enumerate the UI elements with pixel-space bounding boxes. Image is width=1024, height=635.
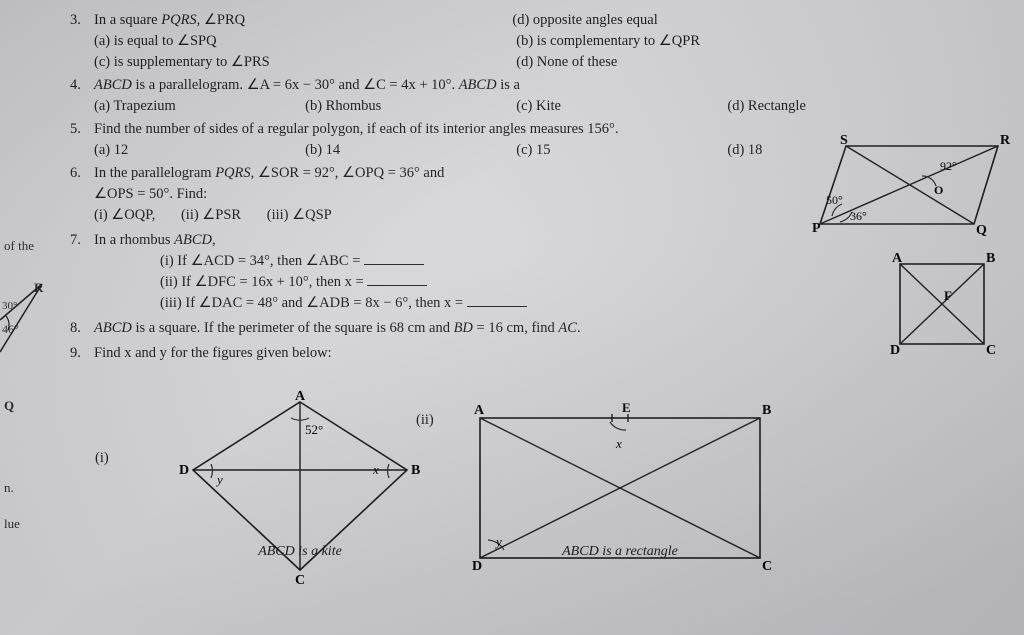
kite-52: 52°	[305, 422, 323, 437]
rect-C: C	[762, 559, 772, 574]
rect-y: y	[494, 534, 502, 549]
kite-C: C	[295, 573, 305, 588]
q6-a: In the parallelogram	[94, 165, 215, 181]
figure-rectangle: (ii) A B C D E x y	[460, 398, 780, 583]
q3-opt-a: (a) is equal to ∠SPQ	[94, 31, 516, 52]
sq-B: B	[986, 251, 995, 266]
rect-x: x	[615, 436, 622, 451]
q8-f: .	[577, 320, 581, 336]
lbl-O: O	[934, 183, 943, 197]
kite-A: A	[295, 389, 306, 404]
figure-pqrs: S R P Q O 92° 50° 36°	[812, 132, 1012, 247]
kite-D: D	[179, 463, 189, 478]
q4-a: ABCD	[94, 77, 132, 93]
q5-num: 5.	[70, 119, 94, 140]
sq-D: D	[890, 343, 900, 358]
lbl-Q: Q	[976, 223, 987, 238]
q7-iii-text: (iii) If ∠DAC = 48° and ∠ADB = 8x − 6°, …	[160, 295, 467, 311]
kite-x: x	[372, 462, 379, 477]
kite-y: y	[215, 472, 223, 487]
blank-2	[367, 285, 427, 286]
q3-opt-b: (b) is complementary to ∠QPR	[516, 31, 938, 52]
q4-opt-d: (d) Rectangle	[727, 96, 938, 117]
frag-Q: Q	[4, 398, 14, 414]
q6-b: PQRS	[215, 165, 250, 181]
q9-ii-label: (ii)	[416, 412, 434, 429]
q7-ii-text: (ii) If ∠DFC = 16x + 10°, then x =	[160, 274, 367, 290]
q3-stem-b: PQRS	[161, 12, 196, 28]
blank-1	[364, 264, 424, 265]
frag-lue: lue	[4, 516, 20, 532]
q3-stem: In a square PQRS, ∠PRQ (d) opposite angl…	[94, 10, 1012, 31]
q4-opt-a: (a) Trapezium	[94, 96, 305, 117]
q8-d: = 16 cm, find	[473, 320, 559, 336]
q4-num: 4.	[70, 75, 94, 96]
sq-F: F	[944, 288, 952, 303]
lbl-36: 36°	[850, 209, 867, 223]
q5-opt-c: (c) 15	[516, 140, 727, 161]
q7-num: 7.	[70, 230, 94, 251]
frag-n: n.	[4, 480, 14, 496]
q6-num: 6.	[70, 163, 94, 184]
q8-c: BD	[454, 320, 473, 336]
lbl-S: S	[840, 133, 848, 148]
lbl-50: 50°	[826, 193, 843, 207]
sq-A: A	[892, 251, 903, 266]
q4-stem: ABCD is a parallelogram. ∠A = 6x − 30° a…	[94, 75, 1012, 96]
q4-d: is a	[497, 77, 520, 93]
q4-opt-b: (b) Rhombus	[305, 96, 516, 117]
sq-C: C	[986, 343, 996, 358]
q6-c: , ∠SOR = 92°, ∠OPQ = 36° and	[251, 165, 445, 181]
rect-B: B	[762, 403, 771, 418]
figure-square-abcd: A B C D F	[882, 250, 1002, 365]
q4-c: ABCD	[459, 77, 497, 93]
q3-opt-d: (d) None of these	[516, 52, 938, 73]
q8-b: is a square. If the perimeter of the squ…	[132, 320, 454, 336]
q9-i-label: (i)	[95, 450, 109, 467]
lbl-P: P	[812, 221, 821, 236]
q9-num: 9.	[70, 343, 94, 364]
q7-i-text: (i) If ∠ACD = 34°, then ∠ABC =	[160, 253, 364, 269]
q7-b: ABCD	[174, 232, 212, 248]
q3-num: 3.	[70, 10, 94, 31]
q3-opt-c: (c) is supplementary to ∠PRS	[94, 52, 516, 73]
kite-B: B	[411, 463, 420, 478]
lbl-92: 92°	[940, 159, 957, 173]
q3-opt-d-top: (d) opposite angles equal	[512, 12, 657, 28]
figure-kite: (i) A B C D 52° x y	[175, 392, 425, 587]
q6-i: (i) ∠OQP,	[94, 207, 155, 223]
frag-ofthe: of the	[4, 238, 34, 254]
lbl-R: R	[1000, 133, 1011, 148]
q6-d: ∠OPS = 50°. Find:	[94, 186, 207, 202]
q7-a: In a rhombus	[94, 232, 174, 248]
q4-b: is a parallelogram. ∠A = 6x − 30° and ∠C…	[132, 77, 459, 93]
rect-E: E	[622, 400, 631, 415]
q5-opt-a: (a) 12	[94, 140, 305, 161]
left-cutoff: of the R 30° 46° Q n. lue	[0, 0, 52, 635]
rect-D: D	[472, 559, 482, 574]
q4-opt-c: (c) Kite	[516, 96, 727, 117]
q6-ii: (ii) ∠PSR	[181, 207, 241, 223]
q8-e: AC	[558, 320, 577, 336]
q7-c: ,	[212, 232, 216, 248]
q8-num: 8.	[70, 318, 94, 339]
q6-iii: (iii) ∠QSP	[267, 207, 332, 223]
q8-stem: ABCD is a square. If the perimeter of th…	[94, 318, 1012, 339]
rect-A: A	[474, 403, 485, 418]
q9-stem: Find x and y for the figures given below…	[94, 343, 1012, 364]
q8-a: ABCD	[94, 320, 132, 336]
blank-3	[467, 306, 527, 307]
q3-stem-c: , ∠PRQ	[197, 12, 245, 28]
q3-stem-a: In a square	[94, 12, 161, 28]
q5-opt-b: (b) 14	[305, 140, 516, 161]
